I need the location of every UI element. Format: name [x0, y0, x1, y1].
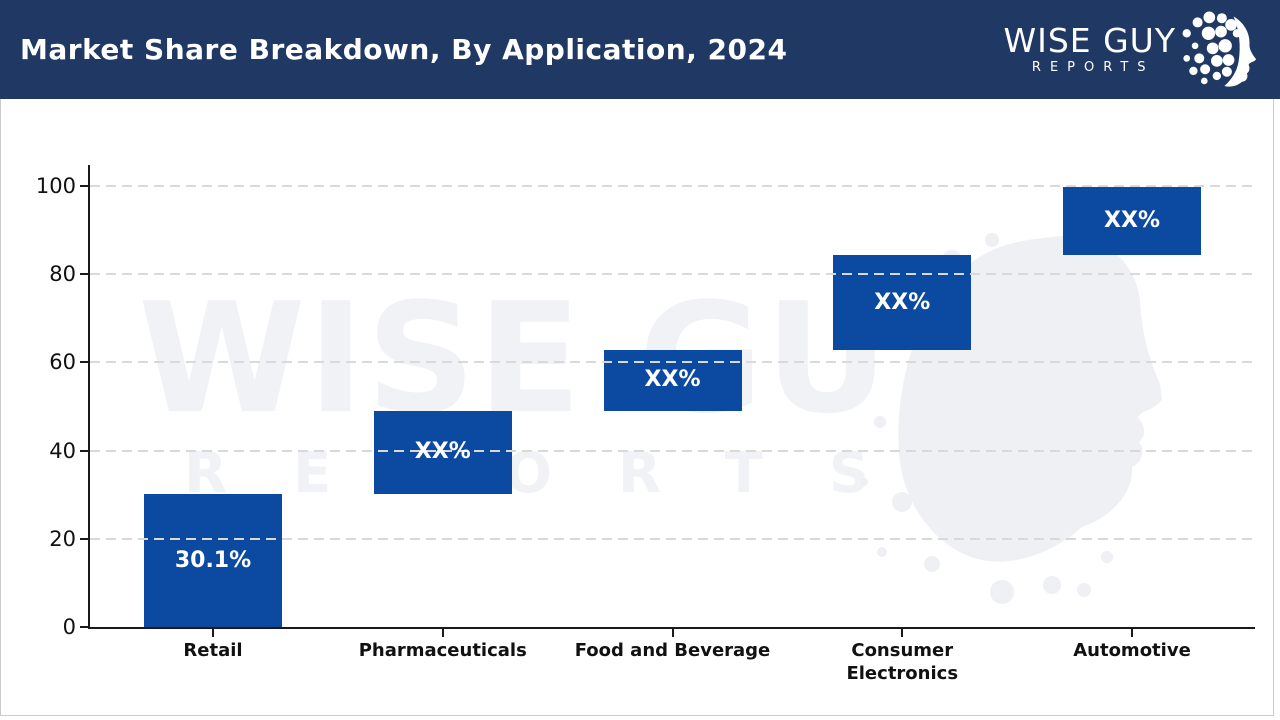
y-axis-tick-mark	[80, 449, 88, 452]
header-bar: Market Share Breakdown, By Application, …	[0, 0, 1280, 99]
category-label-food-and-beverage: Food and Beverage	[574, 640, 771, 661]
bar-value-label-consumer-electronics: XX%	[874, 289, 931, 315]
gridline-40	[90, 449, 1255, 452]
y-axis-tick-mark	[80, 273, 88, 276]
y-axis-tick-mark	[80, 626, 88, 628]
gridline-20	[90, 537, 1255, 540]
bar-value-label-retail: 30.1%	[174, 547, 252, 573]
y-axis-tick-label: 60	[49, 350, 76, 375]
y-axis-tick-label: 0	[62, 615, 76, 639]
x-axis-tick-mark	[441, 629, 444, 637]
bar-retail	[144, 494, 282, 627]
gridline-80	[90, 273, 1255, 276]
brand-logo-line2: REPORTS	[1031, 60, 1155, 75]
x-axis-tick-mark	[901, 629, 904, 637]
y-axis-tick-mark	[80, 361, 88, 364]
y-axis-tick-label: 20	[49, 526, 76, 551]
brand-logo-line1: WISE GUY	[1003, 21, 1176, 60]
brand-logo: WISE GUY REPORTS	[1003, 7, 1262, 93]
chart-plot-area: 0 20 40 60 80 100 30.1% Retail XX% Pharmaceutical…	[36, 165, 1255, 684]
x-axis-tick-mark	[212, 629, 214, 637]
gridline-60	[90, 361, 1255, 364]
bar-food-and-beverage	[603, 350, 742, 411]
x-axis-tick-mark	[671, 629, 674, 637]
y-axis-tick-mark	[80, 185, 88, 188]
brand-logo-text: WISE GUY REPORTS	[1003, 24, 1176, 75]
category-label-retail: Retail	[183, 640, 243, 661]
bar-value-label-food-and-beverage: XX%	[644, 367, 701, 393]
page-title: Market Share Breakdown, By Application, …	[20, 33, 788, 66]
bar-value-label-automotive: XX%	[1104, 207, 1160, 233]
watermark-reports-text: REPORTS	[184, 441, 936, 506]
bar-automotive	[1063, 187, 1201, 255]
bar-consumer-electronics	[833, 254, 972, 351]
bar-pharmaceuticals	[373, 410, 512, 495]
y-axis-tick-label: 100	[35, 174, 76, 199]
y-axis-tick-mark	[80, 537, 88, 540]
category-label-pharmaceuticals: Pharmaceuticals	[358, 640, 527, 661]
category-label-automotive: Automotive	[1073, 640, 1191, 661]
y-axis-tick-label: 40	[49, 438, 76, 463]
category-label-consumer-electronics: Consumer Electronics	[846, 640, 959, 684]
gridline-100	[90, 185, 1255, 188]
bar-value-label-pharmaceuticals: XX%	[414, 439, 471, 465]
brand-head-icon	[1182, 11, 1257, 87]
y-axis-tick-label: 80	[49, 262, 76, 287]
x-axis-tick-mark	[1131, 629, 1133, 637]
